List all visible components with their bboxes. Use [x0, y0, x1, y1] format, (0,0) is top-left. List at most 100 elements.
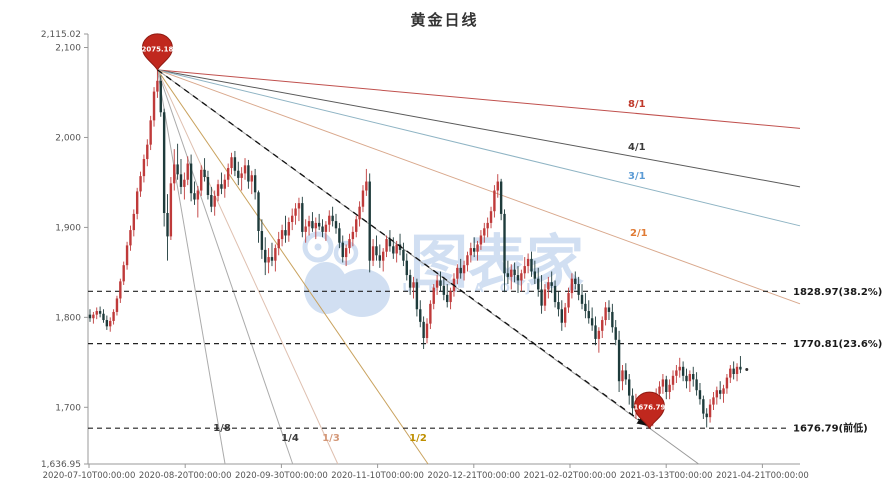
- gann-label-1-8: 1/8: [213, 423, 231, 434]
- candle: [351, 231, 355, 240]
- gann-label-2-1: 2/1: [630, 228, 648, 239]
- gann-label-8-1: 8/1: [628, 99, 646, 110]
- candle: [166, 213, 169, 237]
- candle: [472, 248, 476, 252]
- y-axis-tick-label: 1,900: [55, 223, 81, 233]
- candle: [270, 257, 274, 261]
- gann-label-1-4: 1/4: [281, 433, 299, 444]
- watermark-logo: [302, 231, 390, 317]
- candle: [435, 280, 439, 288]
- candle: [314, 222, 317, 229]
- candle: [112, 311, 115, 321]
- candle: [678, 366, 681, 371]
- candle: [385, 239, 388, 252]
- candle: [449, 291, 452, 303]
- candle: [489, 211, 493, 223]
- x-axis-tick-label: 2020-07-10T00:00:00: [43, 471, 136, 481]
- candle: [216, 184, 220, 196]
- candle: [557, 302, 560, 310]
- candle: [220, 184, 223, 189]
- candle: [675, 370, 678, 376]
- candle: [260, 230, 264, 250]
- candle: [506, 273, 510, 277]
- candle: [540, 289, 543, 306]
- candle: [425, 323, 429, 339]
- candle: [344, 248, 348, 258]
- candle: [304, 226, 307, 232]
- candles: [88, 69, 742, 429]
- candle: [253, 175, 257, 193]
- candle: [584, 303, 587, 312]
- candle: [115, 298, 119, 312]
- candle: [119, 281, 122, 299]
- candle: [543, 289, 547, 306]
- candle: [671, 375, 675, 385]
- candle: [213, 195, 216, 207]
- gann-label-4-1: 4/1: [628, 142, 646, 153]
- candle: [311, 221, 314, 229]
- candle: [665, 379, 668, 392]
- candle: [567, 293, 570, 308]
- candle: [604, 307, 607, 321]
- candle: [466, 255, 469, 266]
- candle: [176, 164, 179, 175]
- gann-line-4-1: [157, 69, 801, 188]
- candle: [368, 181, 371, 261]
- candle: [520, 273, 523, 281]
- candle: [533, 271, 537, 279]
- candle: [321, 226, 324, 232]
- candle: [189, 163, 193, 194]
- candle: [240, 173, 243, 178]
- candle: [415, 282, 419, 310]
- y-axis-tick-label: 1,700: [55, 403, 81, 413]
- candle: [156, 80, 159, 92]
- candle: [98, 311, 102, 314]
- watermark-subtext: T U B I A O J I A: [378, 281, 583, 295]
- candle: [186, 163, 189, 180]
- candle: [139, 176, 142, 192]
- candle: [388, 239, 392, 247]
- candle: [152, 91, 156, 121]
- candle: [381, 251, 385, 261]
- candle: [412, 282, 415, 288]
- candle: [486, 222, 489, 229]
- candle: [446, 294, 449, 303]
- candle: [708, 404, 712, 418]
- candle: [402, 249, 405, 261]
- candle: [280, 230, 284, 240]
- candle: [125, 245, 129, 266]
- candle: [681, 366, 685, 376]
- candle: [419, 309, 422, 322]
- candle: [223, 179, 226, 189]
- candle: [725, 377, 729, 389]
- candle: [405, 260, 408, 276]
- candle: [607, 307, 611, 312]
- candle: [287, 222, 291, 236]
- candle: [267, 257, 270, 263]
- candle: [715, 390, 719, 398]
- candle: [331, 215, 334, 222]
- candle: [371, 246, 375, 261]
- candle: [628, 379, 631, 396]
- candle: [196, 190, 200, 200]
- candle: [162, 112, 166, 214]
- candle: [577, 284, 580, 295]
- gann-line-3-1: [157, 69, 801, 227]
- y-axis-tick-label: 1,800: [55, 313, 81, 323]
- gann-line-1-8: [156, 69, 226, 465]
- candle: [469, 248, 473, 256]
- candle: [193, 193, 196, 200]
- candle: [483, 228, 486, 236]
- candle: [688, 374, 692, 382]
- trend-line: [157, 69, 648, 426]
- candle: [233, 157, 237, 171]
- y-axis-tick-label: 2,100: [55, 44, 81, 54]
- candle: [442, 285, 446, 295]
- candle: [510, 269, 513, 277]
- marker-label: 2075.18: [141, 45, 173, 53]
- candle: [135, 191, 139, 214]
- candle: [324, 224, 328, 232]
- candle: [291, 215, 294, 223]
- candle: [301, 203, 304, 232]
